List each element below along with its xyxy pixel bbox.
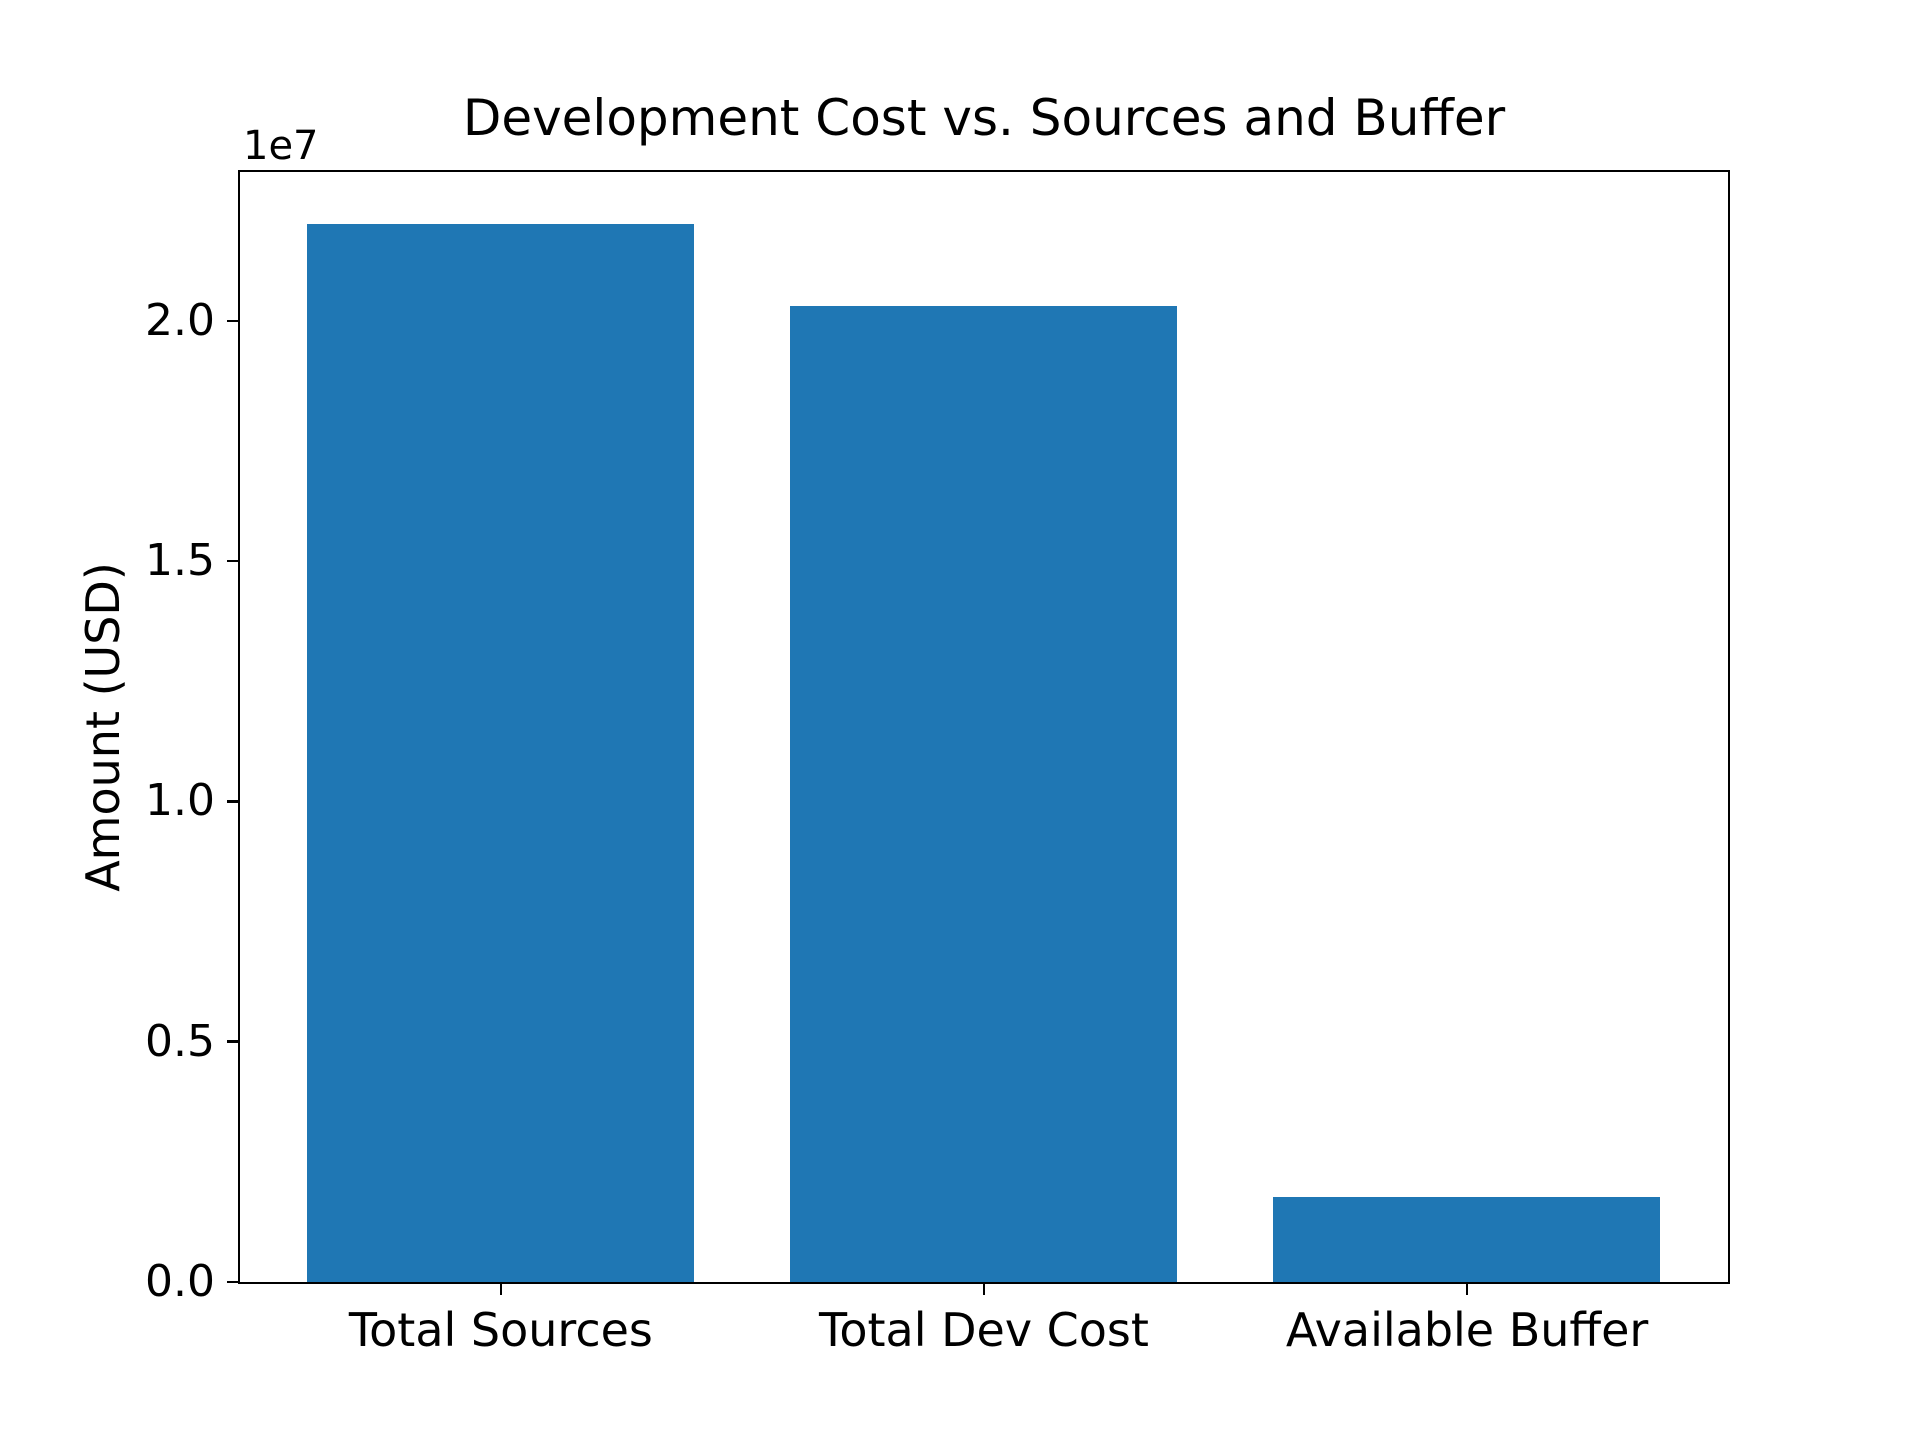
y-tick-label: 1.5	[145, 535, 215, 587]
x-tick-label-total-sources: Total Sources	[348, 1303, 653, 1357]
y-axis-offset-label: 1e7	[243, 123, 319, 169]
bar-total-dev-cost	[790, 306, 1177, 1282]
x-tick-label-available-buffer: Available Buffer	[1285, 1303, 1649, 1357]
y-tick-mark	[227, 559, 240, 563]
y-tick-mark	[227, 800, 240, 803]
plot-area	[237, 169, 1730, 1284]
bar-available-buffer	[1273, 1197, 1660, 1282]
y-axis-label: Amount (USD)	[76, 562, 130, 892]
x-tick-mark	[982, 1282, 986, 1295]
y-tick-label: 2.0	[145, 294, 215, 346]
y-tick-mark	[227, 319, 240, 323]
y-tick-label: 1.0	[145, 775, 215, 827]
x-tick-mark	[1465, 1282, 1469, 1295]
y-tick-label: 0.5	[145, 1015, 215, 1067]
y-tick-mark	[227, 1040, 240, 1043]
x-tick-mark	[499, 1282, 503, 1295]
bar-total-sources	[307, 224, 694, 1282]
chart-title: Development Cost vs. Sources and Buffer	[462, 89, 1506, 147]
y-tick-label: 0.0	[145, 1256, 215, 1307]
x-tick-label-total-dev-cost: Total Dev Cost	[819, 1303, 1149, 1357]
y-tick-mark	[227, 1280, 240, 1284]
